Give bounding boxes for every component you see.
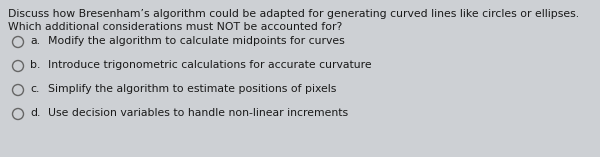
- Text: Which additional considerations must NOT be accounted for?: Which additional considerations must NOT…: [8, 22, 342, 32]
- Text: Discuss how Bresenham’s algorithm could be adapted for generating curved lines l: Discuss how Bresenham’s algorithm could …: [8, 9, 579, 19]
- Text: c.: c.: [30, 84, 40, 95]
- Text: Use decision variables to handle non-linear increments: Use decision variables to handle non-lin…: [48, 108, 348, 119]
- Text: b.: b.: [30, 60, 40, 70]
- Text: a.: a.: [30, 36, 40, 46]
- Text: Introduce trigonometric calculations for accurate curvature: Introduce trigonometric calculations for…: [48, 60, 371, 70]
- Text: Simplify the algorithm to estimate positions of pixels: Simplify the algorithm to estimate posit…: [48, 84, 337, 95]
- Text: Modify the algorithm to calculate midpoints for curves: Modify the algorithm to calculate midpoi…: [48, 36, 345, 46]
- Text: d.: d.: [30, 108, 40, 119]
